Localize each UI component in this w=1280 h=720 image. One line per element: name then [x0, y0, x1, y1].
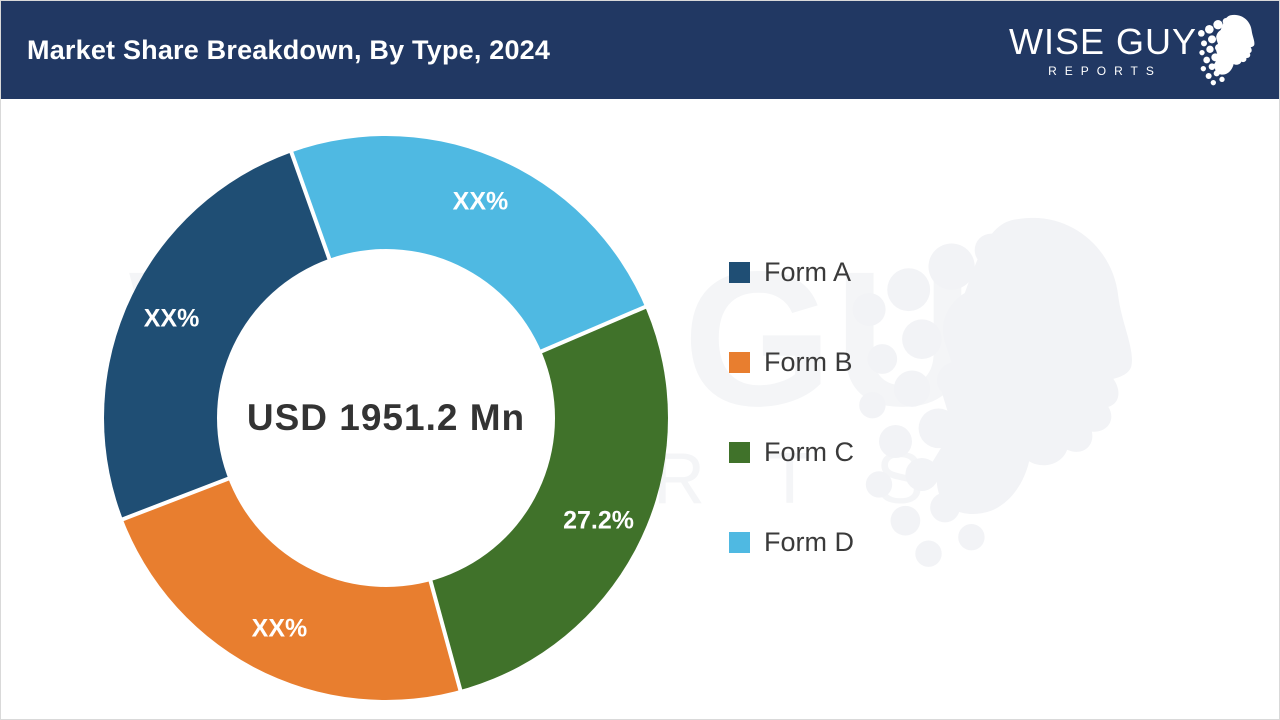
- donut-segment-label: XX%: [143, 304, 200, 333]
- legend-color-swatch: [729, 351, 750, 373]
- donut-segment-label: XX%: [452, 187, 509, 216]
- legend-item-form-a: Form A: [729, 247, 854, 297]
- legend-item-label: Form A: [764, 256, 852, 287]
- legend-color-swatch: [729, 441, 750, 463]
- legend-item-form-c: Form C: [729, 427, 854, 477]
- legend-item-label: Form D: [764, 526, 854, 557]
- brand-subtitle: REPORTS: [1048, 63, 1162, 78]
- legend-color-swatch: [729, 261, 750, 283]
- legend-item-form-d: Form D: [729, 517, 854, 567]
- legend-item-label: Form B: [764, 346, 853, 377]
- donut-segment-label: 27.2%: [563, 506, 634, 535]
- brand-name: WISE GUY: [1008, 20, 1197, 62]
- brand-logo: WISE GUY REPORTS: [1009, 10, 1267, 90]
- page-title: Market Share Breakdown, By Type, 2024: [27, 34, 551, 65]
- legend-item-form-b: Form B: [729, 337, 854, 387]
- header-bar: Market Share Breakdown, By Type, 2024 WI…: [1, 1, 1279, 99]
- donut-hole: USD 1951.2 Mn: [217, 249, 555, 587]
- donut-segment-label: XX%: [251, 614, 308, 643]
- legend-item-label: Form C: [764, 436, 854, 467]
- brand-face-icon: [1198, 14, 1255, 86]
- brand-logo-text: WISE GUY REPORTS: [1008, 20, 1197, 78]
- legend-color-swatch: [729, 531, 750, 553]
- chart-legend: Form A Form B Form C Form D: [729, 247, 854, 607]
- donut-center-label: USD 1951.2 Mn: [246, 397, 526, 438]
